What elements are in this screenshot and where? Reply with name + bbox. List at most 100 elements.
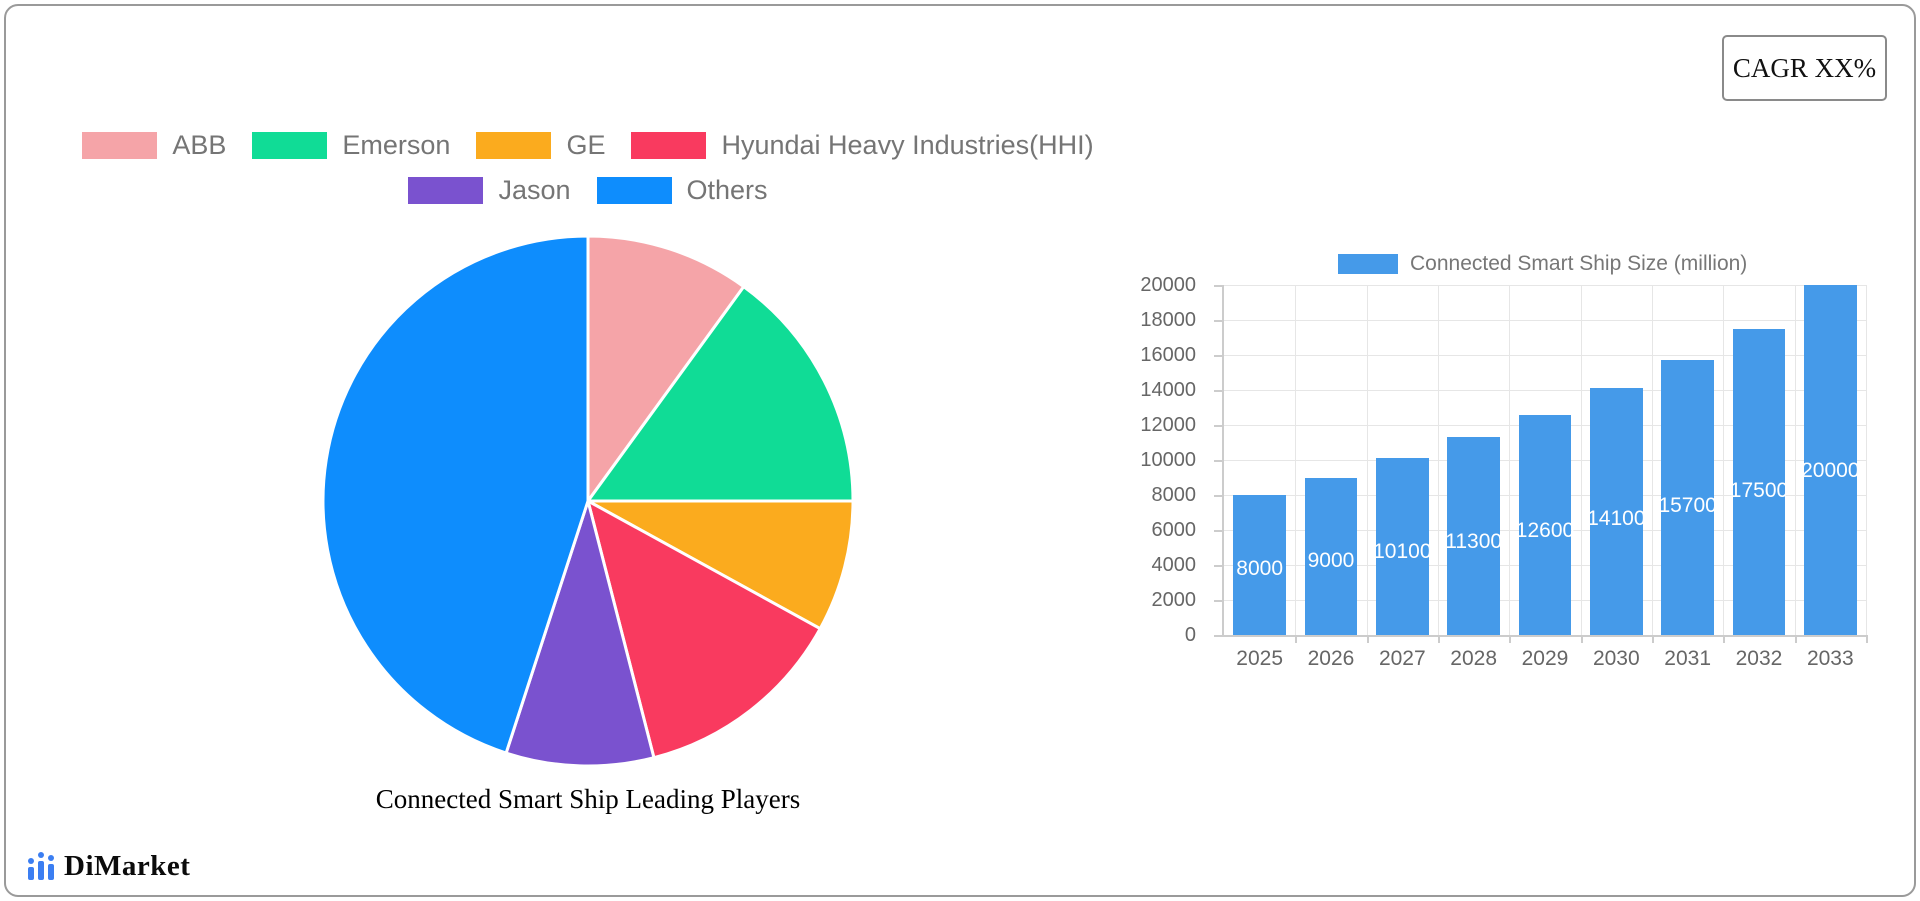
pie-legend-row-2: Jason Others	[0, 175, 1176, 206]
legend-swatch-others	[596, 177, 672, 204]
bar-value-label: 10100	[1373, 539, 1432, 563]
x-axis-tick-mark	[1723, 635, 1726, 643]
y-axis-tick-mark	[1214, 635, 1222, 637]
x-axis-tick-mark	[1866, 635, 1868, 643]
y-axis-tick-mark	[1214, 425, 1222, 427]
legend-label-emerson: Emerson	[342, 130, 451, 160]
bar-2029[interactable]: 12600	[1515, 414, 1575, 635]
x-axis-category-label: 2029	[1521, 647, 1569, 670]
gridline-vertical	[1295, 285, 1297, 635]
pie-slice-jason[interactable]	[504, 499, 656, 768]
y-axis-tick-label: 12000	[1140, 414, 1196, 436]
x-axis-tick-mark	[1295, 635, 1298, 643]
pie-legend-item-hyundai-heavy-industries-hhi[interactable]: Hyundai Heavy Industries(HHI)	[631, 130, 1094, 161]
pie-legend-item-abb[interactable]: ABB	[82, 130, 226, 161]
cagr-badge-label: CAGR XX%	[1732, 52, 1877, 83]
pie-legend-item-others[interactable]: Others	[596, 175, 768, 206]
cagr-badge: CAGR XX%	[1722, 35, 1887, 101]
gridline-horizontal	[1224, 320, 1866, 321]
gridline-vertical	[1366, 285, 1368, 635]
x-axis-category-label: 2030	[1592, 647, 1640, 670]
x-axis-tick-mark	[1366, 635, 1369, 643]
bar-2027[interactable]: 10100	[1373, 458, 1432, 635]
gridline-vertical	[1438, 285, 1439, 635]
bar-value-label: 14100	[1587, 507, 1646, 531]
gridline-vertical	[1509, 285, 1511, 635]
bar-value-label: 11300	[1445, 530, 1503, 554]
y-axis-tick-mark	[1214, 285, 1222, 287]
x-axis-category-label: 2032	[1735, 647, 1783, 670]
bar-2026[interactable]: 9000	[1304, 477, 1358, 635]
pie-slice-abb[interactable]	[586, 234, 746, 503]
x-axis-tick-mark	[1652, 635, 1654, 643]
y-axis-tick-mark	[1214, 530, 1222, 532]
legend-swatch-abb	[82, 132, 158, 159]
y-axis-tick-label: 8000	[1151, 484, 1197, 506]
legend-label-abb: ABB	[172, 130, 227, 160]
y-axis-tick-mark	[1214, 495, 1222, 497]
bar-2030[interactable]: 14100	[1587, 388, 1646, 635]
brand-name: DiMarket	[64, 850, 191, 882]
gridline-horizontal	[1224, 285, 1866, 286]
y-axis-tick-label: 0	[1184, 624, 1196, 646]
y-axis-tick-label: 2000	[1151, 589, 1197, 611]
pie-legend-item-ge[interactable]: GE	[476, 130, 605, 161]
gridline-horizontal	[1224, 390, 1866, 391]
y-axis-tick-label: 18000	[1140, 309, 1196, 331]
y-axis-tick-mark	[1214, 565, 1222, 567]
bar-2028[interactable]: 11300	[1445, 437, 1503, 635]
legend-swatch-hyundai-heavy-industries-hhi	[631, 132, 707, 159]
y-axis-tick-mark	[1214, 355, 1222, 357]
x-axis-category-label: 2025	[1236, 647, 1284, 670]
bar-value-label: 12600	[1515, 519, 1575, 543]
pie-slice-emerson[interactable]	[586, 285, 855, 503]
x-axis-category-label: 2026	[1307, 647, 1355, 670]
legend-swatch-emerson	[252, 132, 328, 159]
x-axis-tick-mark	[1509, 635, 1512, 643]
y-axis-tick-label: 4000	[1151, 554, 1197, 576]
y-axis-tick-label: 16000	[1140, 344, 1196, 366]
pie-legend-item-emerson[interactable]: Emerson	[252, 130, 450, 161]
x-axis-tick-mark	[1794, 635, 1797, 643]
bar-chart-logo-icon	[28, 851, 54, 880]
legend-swatch-jason	[408, 177, 484, 204]
pie-slice-hyundai-heavy-industries-hhi[interactable]	[586, 499, 822, 760]
legend-label-jason: Jason	[498, 175, 571, 205]
bar-legend-swatch	[1338, 254, 1398, 274]
y-axis-tick-mark	[1214, 390, 1222, 392]
bar-legend-item[interactable]: Connected Smart Ship Size (million)	[1338, 252, 1747, 276]
pie-chart	[321, 234, 855, 768]
bar-2025[interactable]: 8000	[1233, 495, 1287, 635]
legend-label-others: Others	[686, 175, 768, 205]
y-axis-tick-mark	[1214, 600, 1222, 602]
x-axis-category-label: 2031	[1664, 647, 1712, 670]
legend-label-ge: GE	[566, 130, 606, 160]
brand-logo: DiMarket	[26, 850, 190, 883]
pie-slice-ge[interactable]	[586, 499, 855, 631]
bar-value-label: 17500	[1729, 479, 1789, 503]
bar-chart-plot-area: 0 2000 4000 6000 8000 10000 12000 14000 16000 180…	[1140, 275, 1868, 670]
bar-value-label: 15700	[1658, 493, 1717, 517]
y-axis-tick-mark	[1214, 460, 1222, 462]
x-axis-category-label: 2033	[1806, 647, 1854, 670]
bar-2032[interactable]: 17500	[1729, 328, 1789, 635]
pie-chart-title: Connected Smart Ship Leading Players	[375, 784, 801, 814]
bar-value-label: 9000	[1307, 548, 1355, 572]
legend-swatch-ge	[476, 132, 552, 159]
y-axis-tick-label: 20000	[1140, 274, 1196, 296]
gridline-vertical	[1652, 285, 1653, 635]
bar-2033[interactable]: 20000	[1801, 285, 1860, 635]
pie-legend-item-jason[interactable]: Jason	[408, 175, 571, 206]
y-axis-tick-label: 10000	[1140, 449, 1196, 471]
y-axis-tick-label: 14000	[1140, 379, 1196, 401]
y-axis-tick-mark	[1214, 320, 1222, 322]
legend-label-hyundai-heavy-industries-hhi: Hyundai Heavy Industries(HHI)	[721, 130, 1094, 160]
pie-slice-others[interactable]	[321, 234, 590, 755]
gridline-horizontal	[1224, 355, 1866, 356]
x-axis-category-label: 2027	[1378, 647, 1426, 670]
bar-2031[interactable]: 15700	[1658, 360, 1717, 635]
x-axis-tick-mark	[1580, 635, 1583, 643]
gridline-vertical	[1794, 285, 1796, 635]
gridline-vertical	[1866, 285, 1867, 635]
